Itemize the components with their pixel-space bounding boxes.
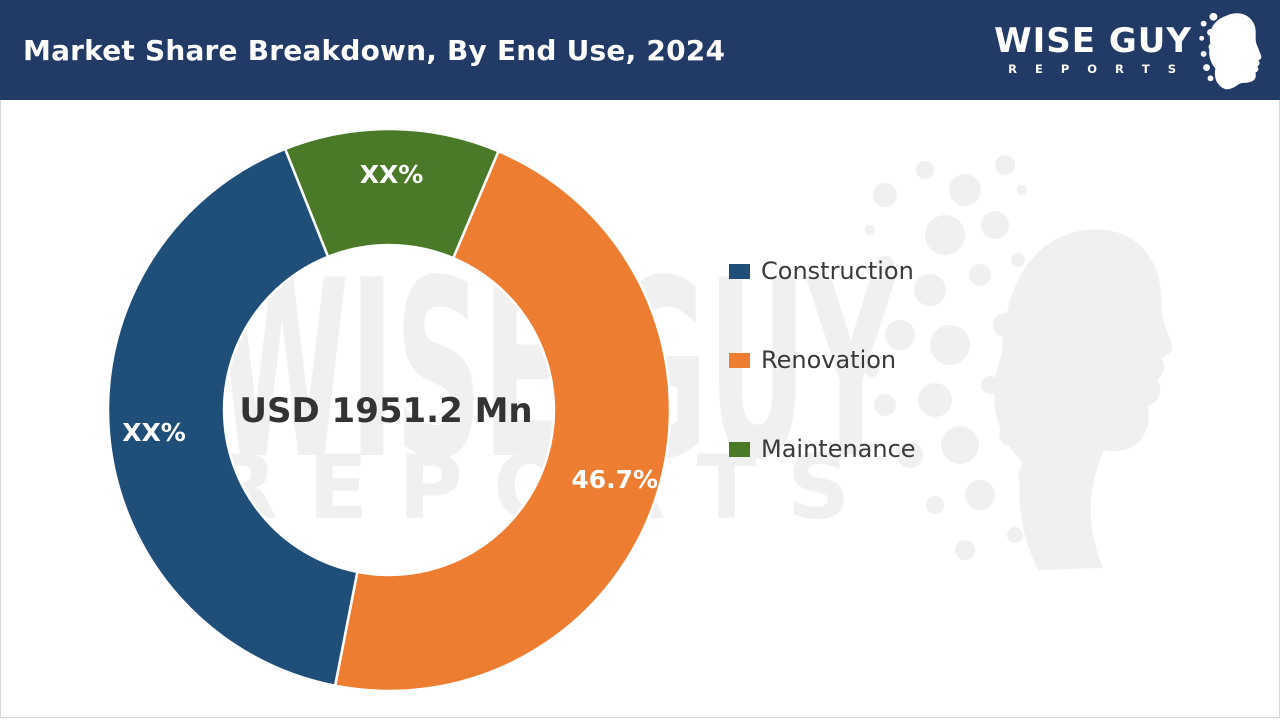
legend-swatch-maintenance	[729, 441, 750, 457]
legend-label: Construction	[761, 257, 914, 285]
legend: Construction Renovation Maintenance	[729, 256, 916, 464]
logo-text: WISE GUY R E P O R T S	[994, 20, 1192, 77]
segment-label-construction: XX%	[122, 418, 186, 447]
legend-label: Renovation	[761, 346, 897, 374]
segment-label-maintenance: XX%	[360, 160, 424, 189]
header-bar: Market Share Breakdown, By End Use, 2024…	[0, 0, 1280, 100]
logo-wordmark: WISE GUY	[994, 20, 1192, 61]
donut-chart: XX% 46.7% XX% USD 1951.2 Mn	[106, 127, 672, 693]
donut-segment-renovation	[333, 149, 672, 693]
donut-segment-construction	[106, 147, 359, 688]
legend-label: Maintenance	[761, 435, 916, 463]
segment-label-renovation: 46.7%	[571, 465, 658, 494]
legend-swatch-construction	[729, 263, 750, 279]
wise-guy-logo: WISE GUY R E P O R T S	[994, 8, 1268, 92]
logo-subtitle: R E P O R T S	[1008, 62, 1184, 77]
page-title: Market Share Breakdown, By End Use, 2024	[23, 33, 726, 67]
donut-center-value: USD 1951.2 Mn	[239, 391, 532, 431]
legend-swatch-renovation	[729, 352, 750, 368]
legend-item-renovation: Renovation	[729, 345, 916, 375]
legend-item-maintenance: Maintenance	[729, 434, 916, 464]
legend-item-construction: Construction	[729, 256, 916, 286]
logo-face-icon	[1199, 12, 1262, 90]
